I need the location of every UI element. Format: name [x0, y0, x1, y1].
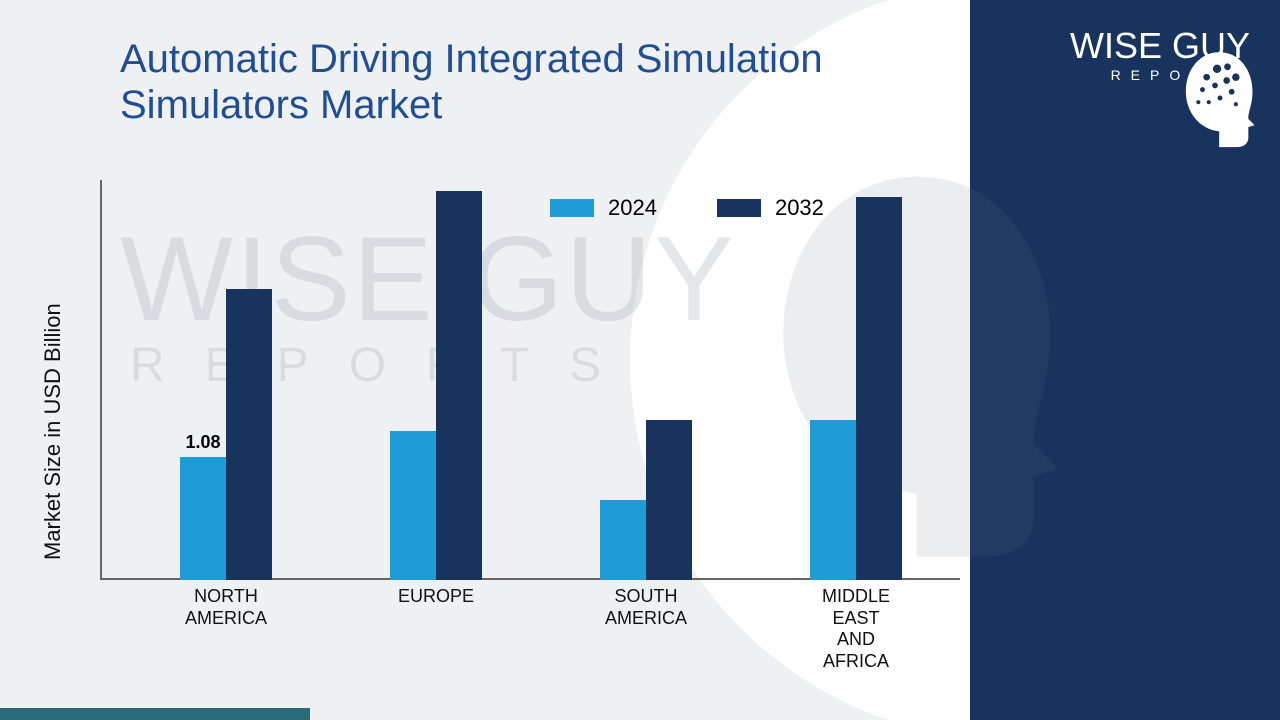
x-tick-label: MIDDLEEASTANDAFRICA	[786, 586, 926, 672]
page: WISE GUY REPORTS WISE GUY REPORTS Automa…	[0, 0, 1280, 720]
y-axis-label: Market Size in USD Billion	[40, 303, 66, 560]
page-title: Automatic Driving Integrated Simulation …	[120, 36, 840, 128]
bar-chart: 1.08NORTHAMERICAEUROPESOUTHAMERICAMIDDLE…	[100, 180, 960, 580]
bar	[810, 420, 856, 580]
bar	[856, 197, 902, 580]
logo-head-icon	[1170, 48, 1260, 148]
bar	[646, 420, 692, 580]
x-tick-label: NORTHAMERICA	[156, 586, 296, 629]
brand-logo: WISE GUY REPORTS	[1070, 28, 1250, 82]
bar	[390, 431, 436, 580]
y-axis	[100, 180, 102, 580]
bar-value-label: 1.08	[185, 432, 220, 453]
bar	[436, 191, 482, 580]
x-tick-label: EUROPE	[366, 586, 506, 608]
bar	[600, 500, 646, 580]
bottom-accent-band	[0, 708, 310, 720]
bar: 1.08	[180, 457, 226, 580]
x-tick-label: SOUTHAMERICA	[576, 586, 716, 629]
bar	[226, 289, 272, 580]
